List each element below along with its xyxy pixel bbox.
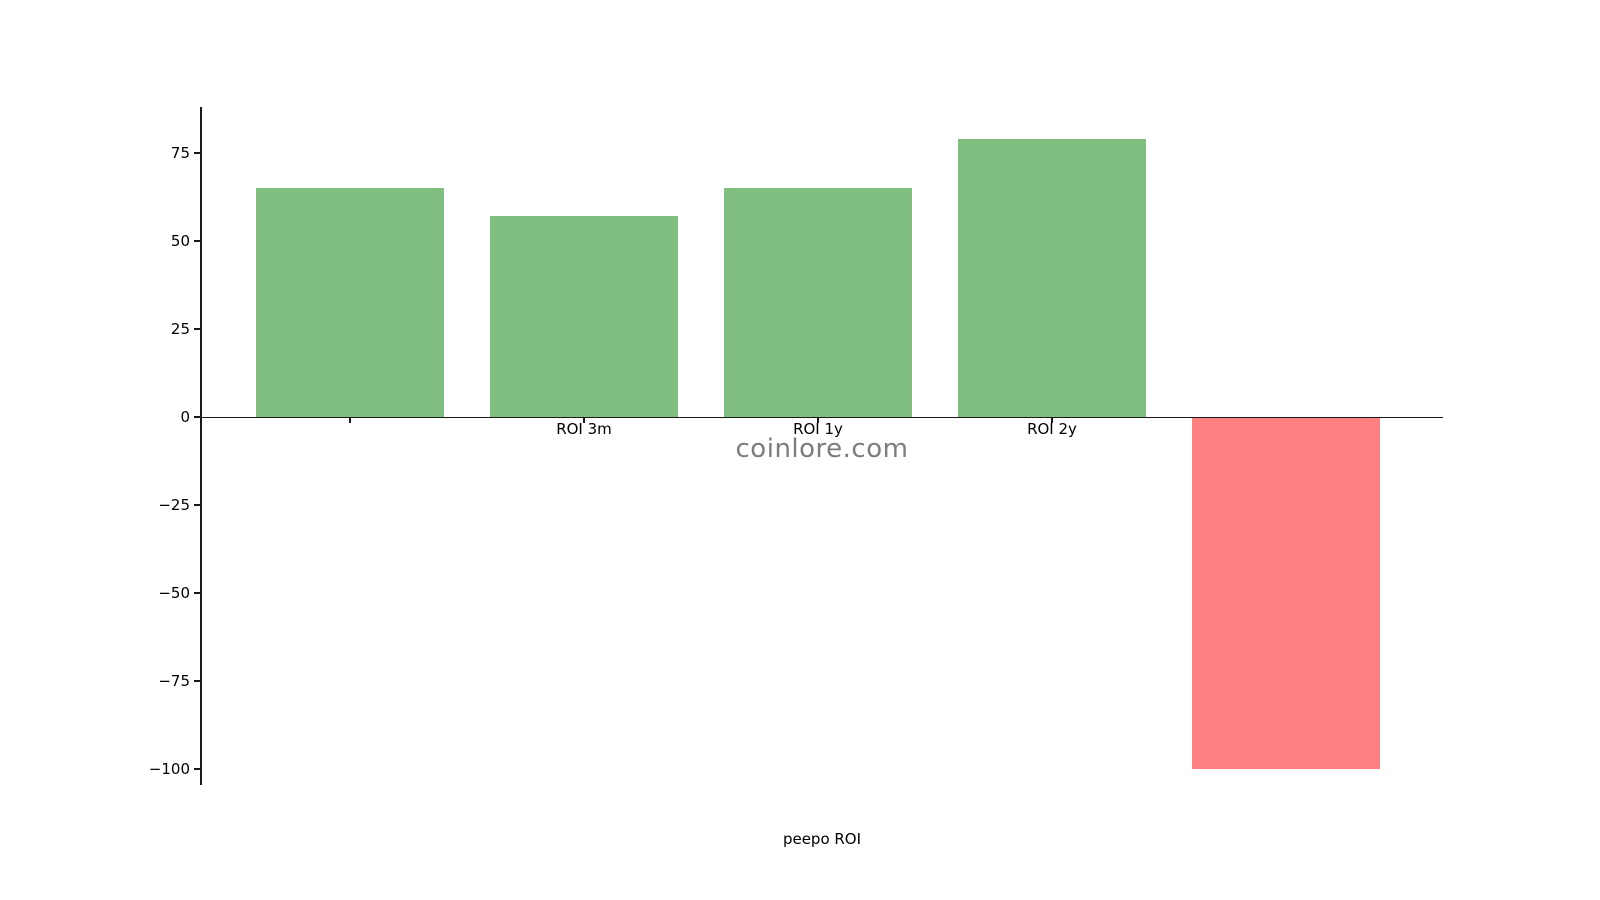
y-tick-mark [194, 768, 200, 770]
y-tick-mark [194, 592, 200, 594]
y-tick-mark [194, 504, 200, 506]
roi-bar-positive [958, 138, 1146, 417]
x-tick-mark [349, 418, 351, 423]
y-tick-label: −100 [148, 760, 190, 778]
y-tick-mark [194, 240, 200, 242]
y-tick-label: −75 [158, 672, 190, 690]
chart-title: peepo ROI [782, 830, 862, 848]
x-tick-label: ROI 2y [1027, 420, 1077, 438]
roi-bar-negative [1192, 417, 1380, 769]
x-tick-mark [583, 418, 585, 423]
y-tick-mark [194, 680, 200, 682]
y-tick-label: 25 [170, 320, 190, 338]
y-tick-label: −25 [158, 496, 190, 514]
y-tick-mark [194, 416, 200, 418]
x-tick-label: ROI 1y [793, 420, 843, 438]
y-tick-label: −50 [158, 584, 190, 602]
x-tick-mark [1051, 418, 1053, 423]
x-axis-line [201, 416, 1443, 418]
y-tick-label: 75 [170, 144, 190, 162]
x-tick-label: ROI 3m [556, 420, 612, 438]
y-axis-line [200, 107, 202, 785]
roi-bar-positive [256, 188, 444, 417]
y-tick-label: 50 [170, 232, 190, 250]
y-tick-mark [194, 328, 200, 330]
x-tick-mark [817, 418, 819, 423]
y-tick-label: 0 [180, 408, 190, 426]
y-tick-mark [194, 152, 200, 154]
roi-bar-positive [490, 216, 678, 417]
watermark-text: coinlore.com [735, 434, 909, 464]
roi-bar-positive [724, 188, 912, 417]
